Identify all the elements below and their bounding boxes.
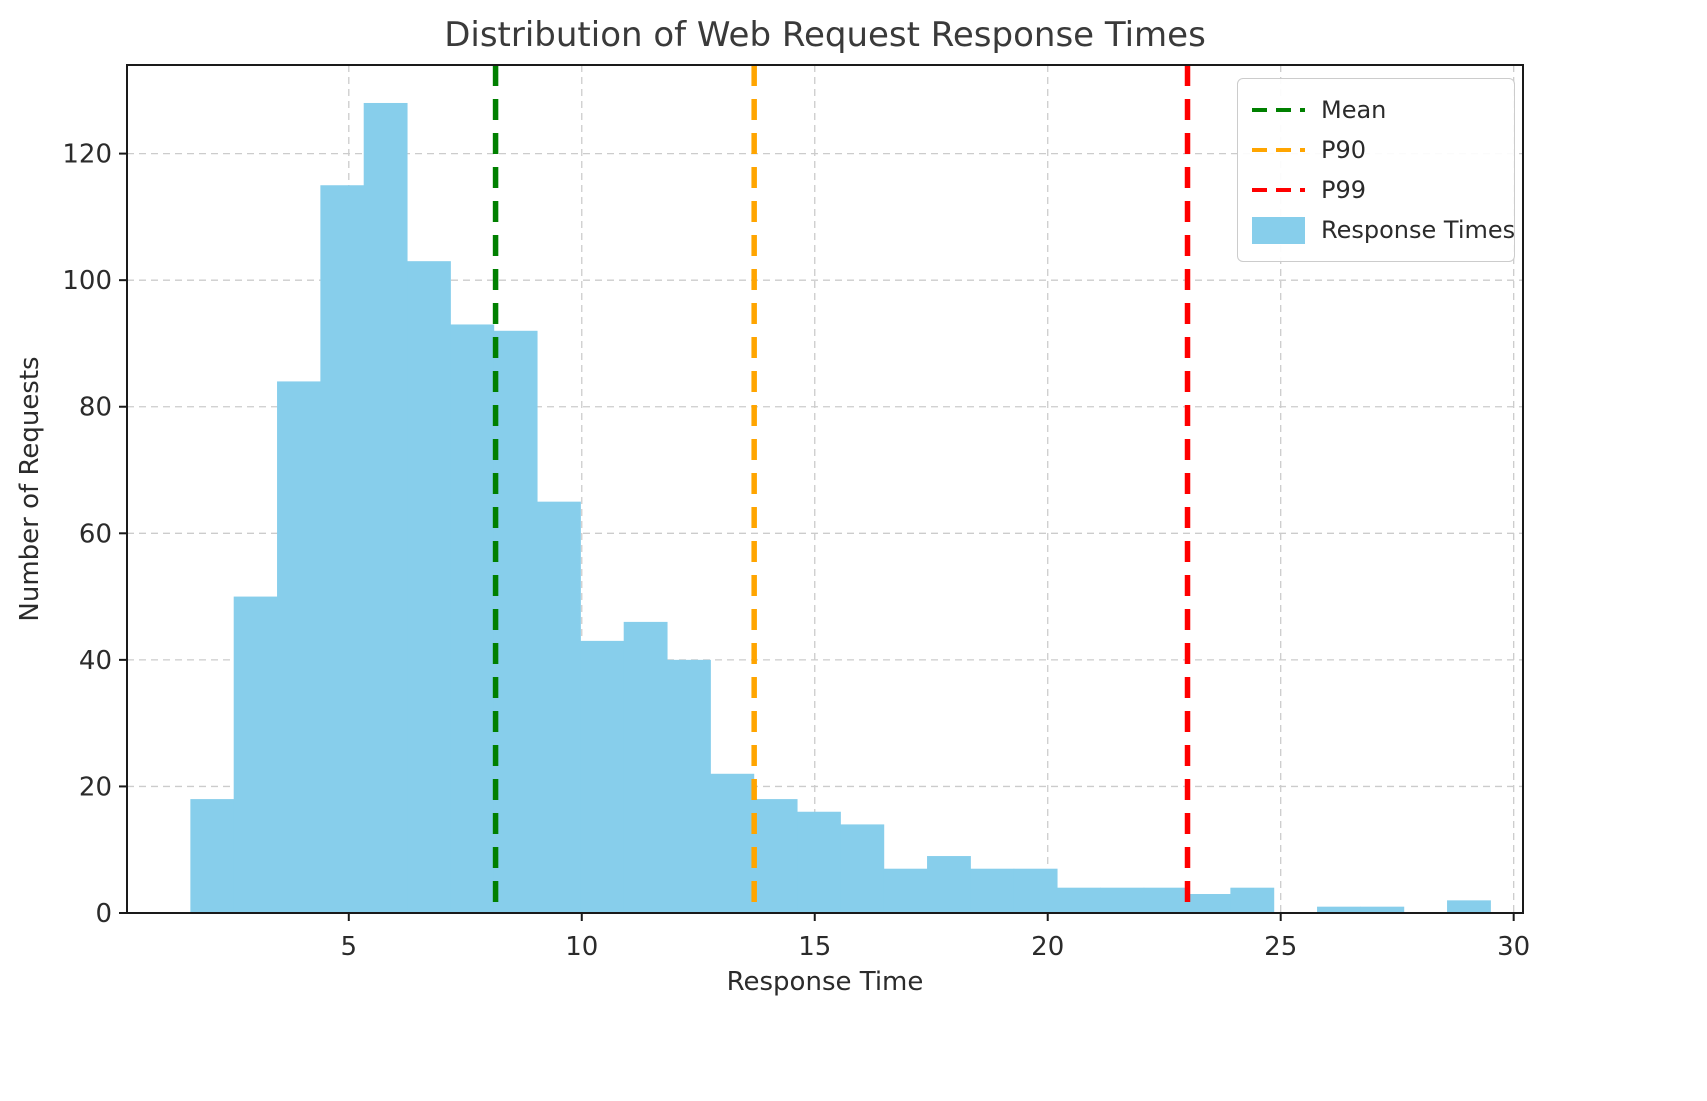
percentile-lines [492, 65, 1191, 913]
legend: Mean P90 P99 Response Times [1237, 78, 1515, 262]
histogram-bar [840, 824, 885, 913]
histogram-bar [277, 381, 321, 913]
histogram-bar [1057, 887, 1101, 913]
legend-label-mean: Mean [1321, 96, 1387, 124]
y-tick-label: 60 [79, 519, 112, 549]
legend-item-p99: P99 [1238, 170, 1514, 210]
y-tick-label: 80 [79, 393, 112, 423]
histogram-bar [233, 596, 278, 913]
histogram-bar [407, 261, 451, 914]
histogram-bar [1230, 887, 1275, 913]
legend-label-response-times: Response Times [1321, 216, 1516, 244]
histogram-bar [493, 330, 538, 914]
p90-line-sample [1252, 147, 1305, 153]
histogram-bar [363, 102, 408, 913]
legend-item-mean: Mean [1238, 90, 1514, 130]
histogram-bar [190, 799, 235, 913]
histogram-bar [623, 621, 668, 913]
histogram-bar [320, 185, 365, 914]
axis-ticks: 5 10 15 20 25 30 0 20 40 60 80 100 120 [62, 140, 1530, 962]
histogram-bar [970, 868, 1015, 913]
histogram-bar [883, 868, 928, 913]
y-tick-label: 120 [62, 140, 112, 170]
x-axis-label: Response Time [727, 967, 924, 997]
plot-border [126, 64, 1524, 914]
legend-label-p99: P99 [1321, 176, 1367, 204]
histogram-bar [797, 811, 841, 913]
histogram-bar [537, 501, 581, 913]
legend-item-response-times: Response Times [1238, 210, 1516, 250]
y-tick-label: 20 [79, 772, 112, 802]
legend-item-p90: P90 [1238, 130, 1514, 170]
x-tick-label: 20 [1031, 932, 1064, 962]
x-tick-label: 10 [565, 932, 598, 962]
histogram-bar [580, 640, 625, 913]
chart-title: Distribution of Web Request Response Tim… [444, 15, 1206, 55]
x-tick-label: 25 [1264, 932, 1297, 962]
mean-line-sample [1252, 107, 1305, 113]
histogram-bar [1143, 887, 1188, 913]
histogram-bar [1317, 906, 1361, 913]
y-tick-label: 40 [79, 646, 112, 676]
axes-spines [126, 64, 1524, 914]
histogram-bar [927, 856, 971, 913]
x-tick-label: 5 [341, 932, 358, 962]
histogram-bar [1013, 868, 1058, 913]
histogram-bar [1187, 894, 1231, 913]
legend-label-p90: P90 [1321, 136, 1367, 164]
histogram-bar [450, 324, 495, 914]
histogram-bar [710, 773, 755, 913]
histogram-bar [1447, 900, 1491, 913]
histogram-bar [667, 659, 711, 913]
histogram-bar [753, 799, 798, 913]
y-tick-label: 0 [95, 899, 112, 929]
histogram-bars [190, 102, 1491, 914]
x-tick-label: 30 [1497, 932, 1530, 962]
x-tick-label: 15 [798, 932, 831, 962]
y-tick-label: 100 [62, 266, 112, 296]
histogram-bar [1360, 906, 1405, 913]
p99-line-sample [1252, 187, 1305, 193]
histogram-bar [1100, 887, 1145, 913]
response-times-patch-sample [1252, 216, 1305, 244]
y-axis-label: Number of Requests [15, 356, 45, 621]
